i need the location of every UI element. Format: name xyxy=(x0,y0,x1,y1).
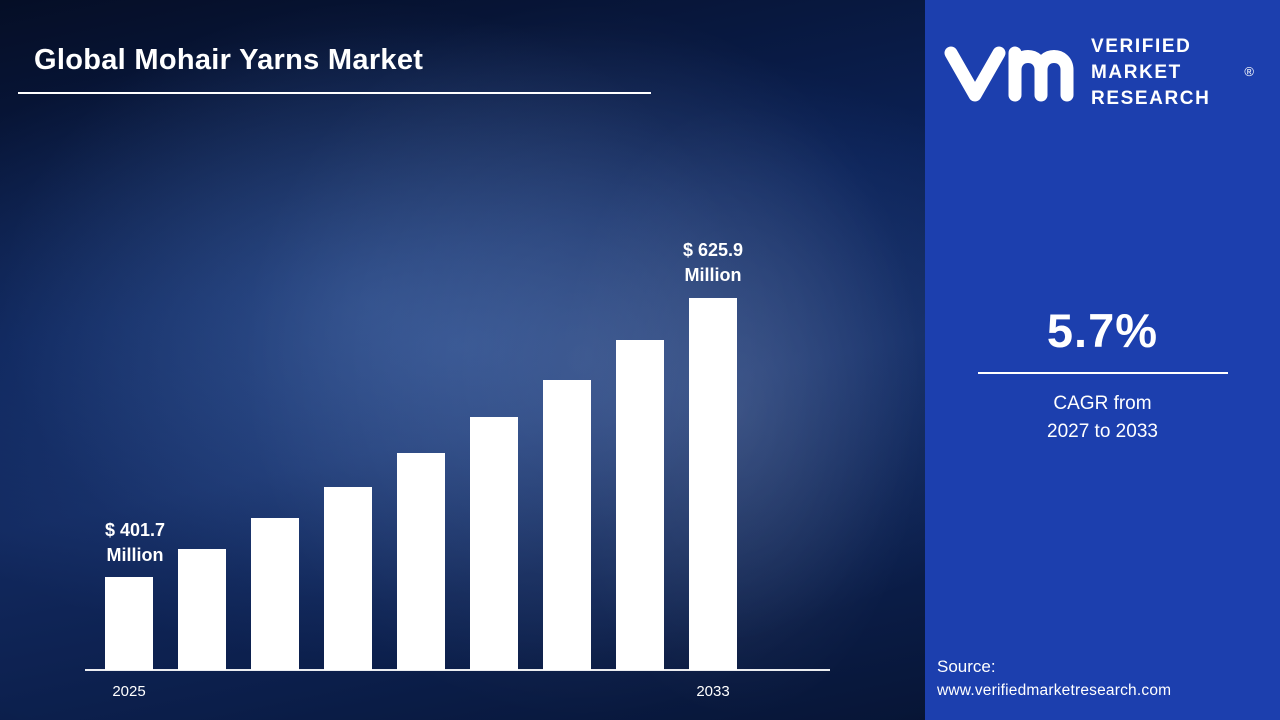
brand-name-line-3: RESEARCH xyxy=(1091,88,1211,109)
start-value-amount: $ 401.7 xyxy=(104,520,166,540)
cagr-block: 5.7% CAGR from 2027 to 2033 xyxy=(925,303,1280,446)
bar-2032 xyxy=(616,340,664,670)
source-url: www.verifiedmarketresearch.com xyxy=(937,682,1172,699)
brand: VERIFIED MARKET RESEARCH ® xyxy=(943,34,1266,112)
chart-panel: Global Mohair Yarns Market $ 401.7 Milli… xyxy=(0,0,925,720)
source-label: Source: xyxy=(937,657,996,676)
bar-2029 xyxy=(397,453,445,670)
x-tick-end-year: 2033 xyxy=(696,683,730,700)
bar-2026 xyxy=(178,549,226,670)
registered-trademark-icon: ® xyxy=(1244,64,1254,79)
end-value-unit: Million xyxy=(684,265,742,285)
title-underline xyxy=(18,92,651,94)
bars xyxy=(105,298,737,670)
brand-name: VERIFIED MARKET RESEARCH xyxy=(1091,34,1210,112)
cagr-underline xyxy=(977,372,1228,374)
bar-2033 xyxy=(689,298,737,670)
bar-2030 xyxy=(470,417,518,670)
end-value-label: $ 625.9 Million xyxy=(638,238,788,288)
page-title: Global Mohair Yarns Market xyxy=(34,44,424,76)
bar-2028 xyxy=(324,487,372,670)
brand-name-line-1: VERIFIED xyxy=(1091,36,1192,57)
cagr-value: 5.7% xyxy=(1046,304,1159,357)
x-axis-line xyxy=(85,669,830,671)
start-value-label: $ 401.7 Million xyxy=(60,518,210,568)
bar-2025 xyxy=(105,577,153,670)
start-value-unit: Million xyxy=(106,545,164,565)
cagr-caption-line-2: 2027 to 2033 xyxy=(1047,421,1158,442)
bar-2027 xyxy=(251,518,299,670)
x-tick-start-year: 2025 xyxy=(112,683,146,700)
cagr-caption: CAGR from 2027 to 2033 xyxy=(925,390,1280,446)
cagr-caption-line-1: CAGR from xyxy=(1053,393,1152,414)
end-value-amount: $ 625.9 xyxy=(682,240,744,260)
source-block: Source: www.verifiedmarketresearch.com xyxy=(937,657,1171,700)
vmr-logo-icon xyxy=(944,46,1074,102)
brand-name-line-2: MARKET xyxy=(1091,62,1182,83)
sidebar: VERIFIED MARKET RESEARCH ® 5.7% CAGR fro… xyxy=(925,0,1280,720)
bar-2031 xyxy=(543,380,591,670)
